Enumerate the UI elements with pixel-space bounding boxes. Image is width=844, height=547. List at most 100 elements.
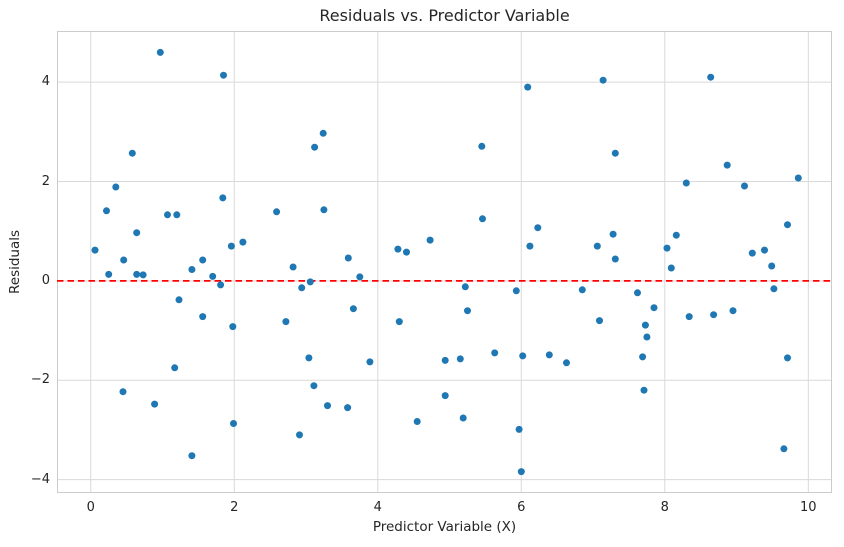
- scatter-point: [139, 271, 147, 279]
- scatter-point: [306, 278, 314, 286]
- scatter-point: [650, 304, 658, 312]
- scatter-point: [356, 273, 364, 281]
- scatter-point: [524, 83, 532, 91]
- scatter-point: [478, 142, 486, 150]
- scatter-point: [599, 76, 607, 84]
- scatter-point: [710, 311, 718, 319]
- scatter-point: [515, 425, 523, 433]
- scatter-point: [319, 129, 327, 137]
- scatter-point: [723, 161, 731, 169]
- scatter-point: [344, 404, 352, 412]
- scatter-point: [491, 349, 499, 357]
- scatter-point: [188, 452, 196, 460]
- scatter-point: [426, 236, 434, 244]
- scatter-point: [171, 364, 179, 372]
- scatter-point: [230, 420, 237, 427]
- scatter-point: [479, 215, 486, 223]
- x-tick-label: 2: [230, 500, 239, 515]
- x-tick-label: 4: [373, 500, 382, 515]
- scatter-point: [324, 402, 331, 410]
- scatter-point: [459, 414, 467, 422]
- scatter-point: [394, 245, 402, 253]
- scatter-point: [105, 270, 113, 278]
- scatter-point: [729, 307, 737, 315]
- scatter-point: [770, 285, 778, 293]
- scatter-point: [672, 231, 680, 239]
- scatter-point: [784, 221, 791, 229]
- scatter-point: [349, 305, 357, 313]
- scatter-point: [748, 249, 756, 257]
- scatter-point: [120, 256, 128, 264]
- scatter-point: [563, 359, 570, 367]
- scatter-point: [344, 254, 352, 262]
- x-axis-label: Predictor Variable (X): [372, 519, 517, 535]
- y-tick-label: −4: [30, 471, 50, 487]
- scatter-point: [164, 211, 171, 219]
- scatter-point: [305, 354, 313, 362]
- scatter-point: [175, 296, 183, 304]
- scatter-point: [611, 149, 619, 157]
- plot-background: [57, 31, 832, 493]
- y-tick-label: −2: [30, 372, 50, 388]
- scatter-point: [403, 248, 410, 256]
- scatter-point: [199, 256, 207, 264]
- scatter-point: [741, 182, 748, 190]
- scatter-point: [667, 264, 675, 272]
- scatter-point: [273, 208, 281, 216]
- scatter-point: [112, 183, 120, 191]
- y-tick-label: 0: [41, 272, 50, 288]
- scatter-point: [464, 307, 471, 315]
- scatter-point: [310, 382, 318, 390]
- scatter-point: [311, 143, 319, 151]
- scatter-point: [663, 244, 671, 252]
- scatter-point: [707, 73, 715, 81]
- scatter-point: [682, 179, 690, 187]
- x-tick-label: 8: [660, 500, 669, 515]
- scatter-point: [156, 48, 164, 56]
- scatter-point: [526, 242, 534, 250]
- scatter-point: [640, 386, 648, 394]
- scatter-point: [133, 270, 141, 278]
- scatter-point: [643, 333, 651, 341]
- scatter-point: [219, 194, 227, 202]
- scatter-point: [366, 358, 374, 366]
- scatter-point: [173, 211, 181, 219]
- scatter-point: [461, 283, 469, 291]
- y-tick-label: 2: [41, 173, 50, 189]
- scatter-point: [534, 224, 542, 232]
- scatter-point: [634, 289, 641, 297]
- scatter-point: [220, 71, 227, 79]
- scatter-point: [794, 174, 802, 182]
- scatter-point: [133, 229, 141, 237]
- x-tick-label: 0: [86, 500, 95, 515]
- scatter-point: [639, 353, 647, 361]
- scatter-point: [641, 321, 649, 329]
- scatter-point: [517, 468, 525, 476]
- scatter-point: [320, 206, 328, 214]
- scatter-point: [768, 262, 776, 270]
- scatter-point: [519, 352, 527, 360]
- scatter-point: [545, 351, 553, 359]
- scatter-point: [441, 392, 449, 400]
- plot-area: [57, 31, 832, 493]
- scatter-point: [209, 272, 217, 280]
- scatter-point: [296, 431, 303, 439]
- plot-border: [57, 31, 832, 493]
- scatter-point: [229, 323, 237, 331]
- scatter-point: [441, 356, 449, 364]
- scatter-point: [119, 388, 127, 396]
- scatter-point: [596, 317, 603, 325]
- scatter-point: [456, 355, 464, 363]
- scatter-point: [151, 400, 159, 408]
- scatter-point: [217, 281, 225, 289]
- scatter-point: [289, 263, 297, 271]
- scatter-point: [282, 318, 290, 326]
- scatter-point: [227, 242, 235, 250]
- y-axis-label: Residuals: [7, 229, 23, 295]
- x-tick-label: 6: [517, 500, 526, 515]
- scatter-point: [91, 246, 99, 254]
- scatter-point: [239, 238, 247, 246]
- y-tick-label: 4: [41, 74, 50, 90]
- scatter-point: [199, 313, 207, 321]
